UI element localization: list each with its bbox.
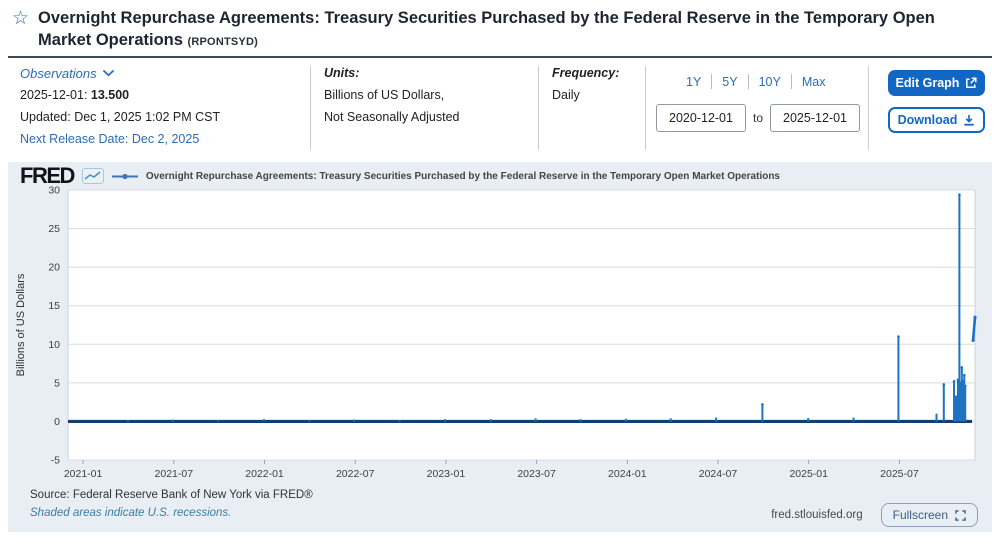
x-tick-label: 2023-07 xyxy=(517,468,556,480)
series-title: Overnight Repurchase Agreements: Treasur… xyxy=(38,9,935,49)
source-block: Source: Federal Reserve Bank of New York… xyxy=(30,486,313,522)
x-tick-label: 2022-01 xyxy=(245,468,284,480)
range-preset-5y[interactable]: 5Y xyxy=(722,74,738,89)
units-label: Units: xyxy=(324,66,360,80)
spike-marker xyxy=(958,193,961,196)
series-id: (RPONTSYD) xyxy=(187,36,258,48)
fullscreen-icon xyxy=(955,509,966,521)
y-axis-title: Billions of US Dollars xyxy=(15,273,27,376)
page-title: Overnight Repurchase Agreements: Treasur… xyxy=(38,7,988,53)
favorite-star-icon[interactable]: ☆ xyxy=(12,8,30,29)
spike-marker xyxy=(962,373,966,377)
observations-label: Observations xyxy=(20,66,97,81)
spike-marker xyxy=(897,335,900,338)
spike-marker xyxy=(761,403,764,406)
actions-panel: Edit Graph Download xyxy=(888,70,988,133)
fred-logo[interactable]: FRED xyxy=(20,163,75,188)
fullscreen-button[interactable]: Fullscreen xyxy=(880,503,978,527)
edit-graph-button[interactable]: Edit Graph xyxy=(888,70,985,96)
spike-marker xyxy=(960,366,964,369)
preset-separator xyxy=(711,74,713,89)
to-label: to xyxy=(753,111,764,125)
recessions-note-link[interactable]: Shaded areas indicate U.S. recessions. xyxy=(30,507,232,519)
title-divider xyxy=(8,56,992,58)
units-line2: Not Seasonally Adjusted xyxy=(324,110,460,124)
end-point-marker xyxy=(971,338,975,343)
meta-divider-1 xyxy=(310,66,311,150)
frequency-panel: Frequency: Daily xyxy=(552,66,637,103)
meta-divider-2 xyxy=(538,66,539,150)
range-inputs: to xyxy=(656,104,861,132)
x-tick-label: 2022-07 xyxy=(336,468,375,480)
observation-date: 2025-12-01: xyxy=(20,88,88,102)
date-range-panel: 1Y 5Y 10Y Max to xyxy=(656,66,861,132)
source-line: Source: Federal Reserve Bank of New York… xyxy=(30,489,313,501)
meta-divider-3 xyxy=(645,66,646,150)
series-end-segment xyxy=(971,317,977,341)
range-presets: 1Y 5Y 10Y Max xyxy=(686,74,856,89)
chart-panel: FRED Overnight Repurchase Agreements: Tr… xyxy=(8,162,992,532)
site-row: fred.stlouisfed.org Fullscreen xyxy=(771,503,978,527)
y-tick-label: 30 xyxy=(48,185,60,197)
fullscreen-label: Fullscreen xyxy=(892,508,948,522)
start-date-input[interactable] xyxy=(656,104,746,132)
frequency-label: Frequency: xyxy=(552,66,620,80)
x-tick-label: 2024-07 xyxy=(699,468,738,480)
x-tick-label: 2021-01 xyxy=(64,468,103,480)
y-tick-label: 25 xyxy=(48,223,60,235)
y-tick-label: 5 xyxy=(54,377,60,389)
x-tick-label: 2023-01 xyxy=(427,468,466,480)
units-panel: Units: Billions of US Dollars, Not Seaso… xyxy=(324,66,524,125)
edit-graph-label: Edit Graph xyxy=(895,76,960,90)
spike-marker xyxy=(942,383,946,386)
y-tick-label: 10 xyxy=(48,339,60,351)
plot-area xyxy=(67,189,976,461)
latest-observation: 2025-12-01: 13.500 xyxy=(20,87,300,103)
chart-legend-row: FRED Overnight Repurchase Agreements: Tr… xyxy=(20,163,780,188)
spike-marker xyxy=(963,384,967,388)
legend-line-marker xyxy=(111,173,138,179)
sparkline-icon xyxy=(81,168,104,184)
next-release-link[interactable]: Next Release Date: Dec 2, 2025 xyxy=(20,132,200,146)
range-preset-max[interactable]: Max xyxy=(801,74,826,89)
x-tick-label: 2025-01 xyxy=(789,468,828,480)
x-tick-label: 2021-07 xyxy=(155,468,194,480)
preset-separator xyxy=(790,74,792,89)
preset-separator xyxy=(747,74,749,89)
meta-divider-4 xyxy=(868,66,869,150)
y-tick-label: 20 xyxy=(48,262,60,274)
edit-external-icon xyxy=(966,77,978,88)
page-title-row: ☆ Overnight Repurchase Agreements: Treas… xyxy=(12,7,988,53)
y-tick-label: 0 xyxy=(54,416,60,428)
site-url: fred.stlouisfed.org xyxy=(771,509,863,521)
range-preset-1y[interactable]: 1Y xyxy=(686,74,702,89)
spike-marker xyxy=(952,380,956,383)
chevron-down-icon xyxy=(102,70,114,77)
legend-label: Overnight Repurchase Agreements: Treasur… xyxy=(145,170,780,182)
observation-value: 13.500 xyxy=(90,88,130,102)
download-button[interactable]: Download xyxy=(888,107,985,133)
observations-dropdown[interactable]: Observations xyxy=(20,66,114,81)
range-preset-10y[interactable]: 10Y xyxy=(758,74,781,89)
observations-panel: Observations 2025-12-01: 13.500 Updated:… xyxy=(20,66,300,147)
frequency-value: Daily xyxy=(552,88,580,102)
y-tick-label: -5 xyxy=(51,455,60,467)
updated-line: Updated: Dec 1, 2025 1:02 PM CST xyxy=(20,110,221,124)
units-line1: Billions of US Dollars, xyxy=(324,88,445,102)
end-date-input[interactable] xyxy=(770,104,861,132)
end-point-marker xyxy=(973,315,977,319)
x-tick-label: 2024-01 xyxy=(608,468,647,480)
y-tick-label: 15 xyxy=(48,300,60,312)
download-icon xyxy=(964,115,975,126)
download-label: Download xyxy=(897,113,958,127)
x-tick-label: 2025-07 xyxy=(880,468,919,480)
time-series-plot[interactable]: 30 25 20 15 10 5 0 -5 2021-01 2021-07 2022-01 2022-… xyxy=(8,184,992,492)
